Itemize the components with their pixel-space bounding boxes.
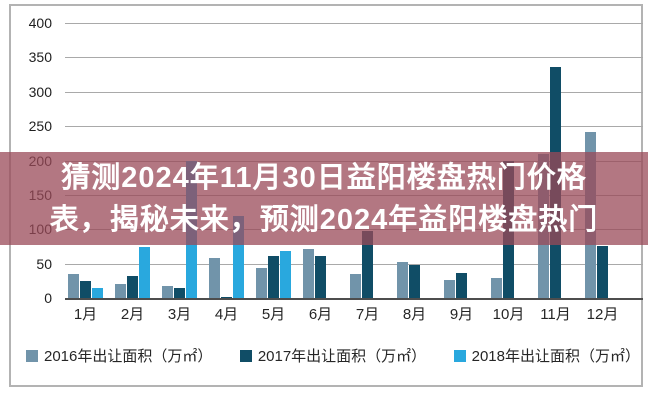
legend-swatch-series1 xyxy=(26,349,38,362)
x-tick-label-7月: 7月 xyxy=(355,306,380,323)
x-tick-label-9月: 9月 xyxy=(449,306,474,323)
bar-group-6月 xyxy=(297,23,344,298)
y-tick-label-0: 0 xyxy=(44,290,52,306)
gridline-400 xyxy=(65,23,643,24)
legend-item-series3: 2018年出让面积（万㎡） xyxy=(453,345,640,366)
bar-group-5月 xyxy=(250,23,297,298)
x-tick-label-6月: 6月 xyxy=(308,306,333,323)
bar-7月-series2 xyxy=(362,230,373,298)
bar-2月-series3 xyxy=(139,247,150,298)
bar-1月-series1 xyxy=(68,273,79,298)
bar-5月-series3 xyxy=(280,251,291,298)
bar-group-7月 xyxy=(344,23,391,298)
x-tick-label-12月: 12月 xyxy=(586,306,619,323)
x-tick-label-3月: 3月 xyxy=(167,306,192,323)
legend-item-series1: 2016年出让面积（万㎡） xyxy=(26,345,212,366)
bar-2月-series2 xyxy=(127,276,138,298)
bar-4月-series1 xyxy=(209,258,220,298)
gridline-50 xyxy=(65,263,643,265)
bar-group-8月 xyxy=(391,23,438,298)
gridline-250 xyxy=(65,126,643,128)
x-tick-label-11月: 11月 xyxy=(540,306,571,323)
bar-9月-series1 xyxy=(444,280,455,298)
y-tick-label-250: 250 xyxy=(28,118,52,135)
x-tick-label-5月: 5月 xyxy=(261,306,286,323)
bar-4月-series3 xyxy=(233,215,244,298)
bar-5月-series1 xyxy=(256,268,267,298)
x-tick-label-1月: 1月 xyxy=(73,306,98,323)
x-tick-label-8月: 8月 xyxy=(402,306,427,323)
bar-group-9月 xyxy=(438,23,485,298)
bar-group-1月 xyxy=(62,23,109,298)
banner-title-line1: 猜测2024年11月30日益阳楼盘热门价格 xyxy=(61,161,587,194)
y-tick-label-300: 300 xyxy=(28,83,52,100)
bar-8月-series1 xyxy=(397,261,408,298)
x-tick-label-2月: 2月 xyxy=(120,306,145,323)
bar-4月-series2 xyxy=(221,296,232,298)
bar-1月-series2 xyxy=(80,280,91,298)
legend-swatch-series2 xyxy=(239,349,252,362)
bar-8月-series2 xyxy=(409,265,420,298)
bar-3月-series1 xyxy=(162,286,173,298)
x-tick-label-10月: 10月 xyxy=(492,306,525,323)
bar-10月-series1 xyxy=(491,278,502,298)
legend-label-series1: 2016年出让面积（万㎡） xyxy=(44,348,213,365)
title-overlay-banner: 猜测2024年11月30日益阳楼盘热门价格 表，揭秘未来，预测2024年益阳楼盘… xyxy=(0,152,648,245)
bar-5月-series2 xyxy=(268,256,279,298)
bar-6月-series1 xyxy=(303,248,314,298)
gridline-350 xyxy=(65,57,643,59)
legend-swatch-series3 xyxy=(453,349,466,362)
x-tick-label-4月: 4月 xyxy=(214,306,239,323)
legend-label-series2: 2017年出让面积（万㎡） xyxy=(257,348,427,365)
y-tick-label-400: 400 xyxy=(28,15,52,31)
bar-group-2月 xyxy=(109,23,156,298)
bar-3月-series2 xyxy=(174,288,185,298)
x-axis-line xyxy=(65,298,643,300)
bar-9月-series2 xyxy=(456,272,467,298)
bar-1月-series3 xyxy=(92,287,103,298)
bar-7月-series1 xyxy=(350,273,361,298)
bar-6月-series2 xyxy=(315,256,326,298)
bar-2月-series1 xyxy=(115,283,126,298)
y-tick-label-50: 50 xyxy=(36,255,52,272)
bar-group-4月 xyxy=(203,23,250,298)
legend-item-series2: 2017年出让面积（万㎡） xyxy=(239,345,427,366)
y-tick-label-350: 350 xyxy=(28,49,52,66)
bar-12月-series2 xyxy=(597,246,608,298)
banner-title-line2: 表，揭秘未来，预测2024年益阳楼盘热门 xyxy=(49,203,599,236)
gridline-300 xyxy=(65,91,643,93)
legend: 2016年出让面积（万㎡） 2017年出让面积（万㎡） 2018年出让面积（万㎡） xyxy=(26,345,640,366)
legend-label-series3: 2018年出让面积（万㎡） xyxy=(471,348,640,365)
